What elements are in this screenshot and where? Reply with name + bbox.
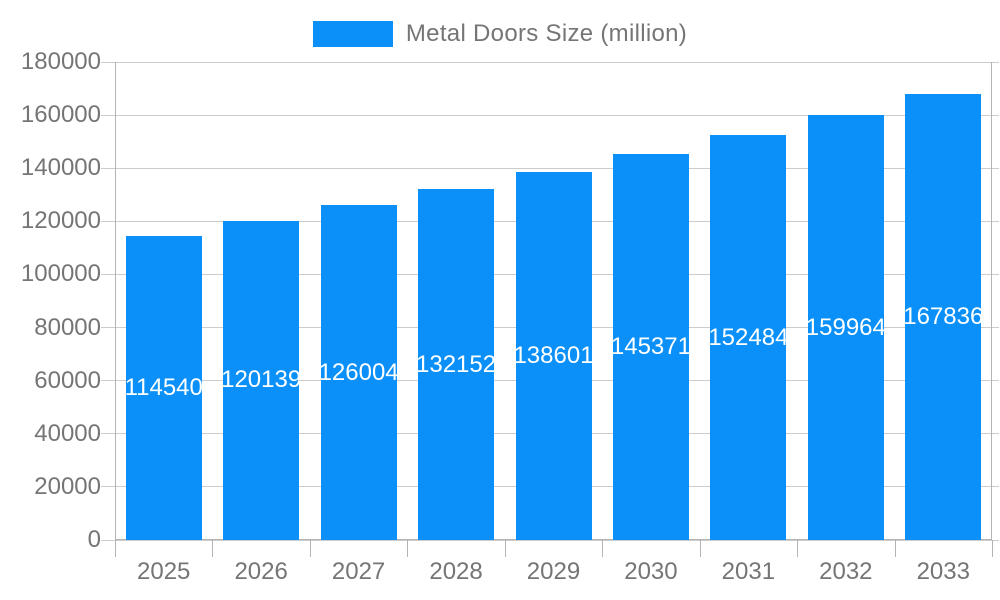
y-axis-tick-label: 180000 <box>20 48 101 75</box>
bar-2032[interactable]: 159964 <box>807 115 884 540</box>
x-axis-tick-label: 2029 <box>526 558 581 585</box>
x-axis-tick <box>699 540 701 557</box>
x-axis-tick <box>115 540 116 557</box>
bar-2029[interactable]: 138601 <box>515 171 592 540</box>
y-axis-tick-label: 60000 <box>34 366 101 394</box>
bar-value-label: 159964 <box>807 313 884 341</box>
legend-swatch-icon <box>312 21 393 47</box>
bar-value-label: 167836 <box>905 303 982 331</box>
x-axis-tick-label: 2031 <box>721 558 776 585</box>
x-axis-tick <box>602 540 604 557</box>
bar-2031[interactable]: 152484 <box>710 135 787 540</box>
bar-value-label: 120139 <box>223 366 300 394</box>
x-axis-tick <box>797 540 799 557</box>
y-axis-tick-label: 120000 <box>20 207 101 235</box>
y-axis-tick-label: 100000 <box>20 260 101 288</box>
y-axis-tick-label: 80000 <box>34 313 101 341</box>
bar-2028[interactable]: 132152 <box>418 189 495 540</box>
x-axis-tick-label: 2030 <box>624 558 678 585</box>
chart-legend[interactable]: Metal Doors Size (million) <box>0 20 1000 48</box>
y-axis-tick-label: 160000 <box>20 101 101 129</box>
bar-2030[interactable]: 145371 <box>612 153 689 540</box>
bar-value-label: 126004 <box>320 358 397 386</box>
x-axis-tick-label: 2025 <box>137 558 191 585</box>
bar-value-label: 132152 <box>418 350 495 378</box>
bar-value-label: 152484 <box>710 323 787 351</box>
plot-area: 114540 120139 126004 132152 138601 145371 1524… <box>101 61 999 541</box>
gridline <box>101 61 999 63</box>
bar-2025[interactable]: 114540 <box>125 235 202 540</box>
right-border-line <box>991 62 992 540</box>
x-axis-tick <box>212 540 214 557</box>
legend-label: Metal Doors Size (million) <box>405 20 688 47</box>
x-axis-tick-label: 2026 <box>234 558 288 585</box>
bar-2033[interactable]: 167836 <box>905 94 982 540</box>
x-axis-tick <box>992 540 993 557</box>
y-axis-line <box>115 62 116 540</box>
bar-value-label: 145371 <box>612 332 689 360</box>
gridline <box>101 539 999 541</box>
y-axis-tick-label: 0 <box>87 526 101 553</box>
y-axis-tick-label: 40000 <box>34 419 101 447</box>
bar-value-label: 114540 <box>125 373 202 401</box>
gridline <box>101 114 999 116</box>
bar-2027[interactable]: 126004 <box>320 205 397 540</box>
x-axis-tick <box>894 540 896 557</box>
x-axis-tick-label: 2033 <box>916 558 970 585</box>
bar-value-label: 138601 <box>515 341 592 369</box>
x-axis-tick <box>504 540 506 557</box>
x-axis-tick <box>407 540 409 557</box>
gridline <box>101 167 999 169</box>
x-axis-tick-label: 2032 <box>819 558 873 585</box>
bar-2026[interactable]: 120139 <box>223 220 300 540</box>
y-axis-tick-label: 140000 <box>20 154 101 182</box>
x-axis-tick <box>309 540 311 557</box>
x-axis-tick-label: 2027 <box>331 558 386 585</box>
y-axis-tick-label: 20000 <box>34 472 101 500</box>
x-axis-tick-label: 2028 <box>429 558 483 585</box>
